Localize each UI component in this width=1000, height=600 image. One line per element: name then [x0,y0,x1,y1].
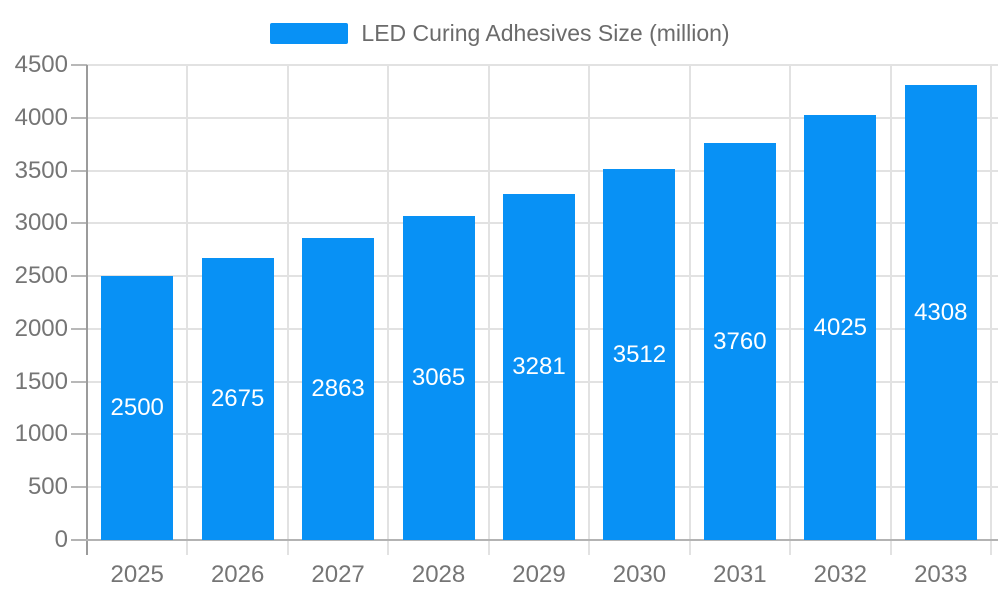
x-axis-label: 2025 [110,561,164,588]
bar-value-label: 3065 [411,364,466,392]
y-gridline [87,64,998,66]
bar-value-label: 4308 [914,298,968,326]
y-axis-tick [71,275,87,278]
y-axis-tick [71,327,87,330]
y-gridline [87,116,998,119]
y-axis-label: 500 [27,473,68,501]
y-axis-tick [71,486,87,489]
x-axis-label: 2027 [311,561,365,588]
y-axis-tick [71,169,87,172]
x-gridline [889,65,892,555]
x-axis-label: 2032 [813,561,868,588]
y-axis-label: 4500 [14,51,68,78]
bar-value-label: 2675 [210,384,265,412]
bar-2026 [201,257,274,540]
x-axis-label: 2029 [512,561,566,588]
y-axis-label: 0 [54,526,68,553]
bar-value-label: 3281 [512,352,566,380]
x-gridline [286,65,289,555]
y-axis-label: 3000 [14,209,68,237]
y-axis-label: 4000 [14,103,68,131]
x-axis-label: 2031 [713,561,767,588]
y-axis-label: 1500 [14,367,68,395]
x-gridline [588,65,591,555]
x-gridline [186,65,189,555]
y-axis-label: 2000 [14,314,68,342]
bar-value-label: 4025 [813,313,868,341]
bar-2025 [101,276,174,540]
y-axis-tick [71,64,87,66]
x-gridline [387,65,390,555]
y-axis-label: 1000 [14,420,68,448]
bar-2032 [804,115,877,540]
bar-value-label: 2500 [110,394,164,422]
y-axis-label: 3500 [14,156,68,184]
bar-value-label: 3760 [713,327,767,355]
bar-2031 [703,143,776,540]
x-axis-label: 2026 [210,561,265,588]
x-gridline [487,65,490,555]
y-gridline [87,169,998,172]
legend-swatch [270,22,349,44]
bar-2028 [402,216,475,540]
legend-item[interactable]: LED Curing Adhesives Size (million) [0,16,1000,50]
y-axis-tick [71,380,87,383]
legend-label: LED Curing Adhesives Size (million) [361,19,730,46]
x-gridline [990,65,992,555]
bar-value-label: 2863 [311,374,365,402]
y-axis-tick [71,116,87,119]
bar-2029 [503,193,575,540]
x-gridline [789,65,792,555]
bar-value-label: 3512 [612,340,667,368]
bar-2027 [302,237,375,540]
bar-2033 [904,85,977,540]
x-axis-label: 2033 [914,561,968,588]
x-gridline [688,65,691,555]
bar-2030 [603,169,676,540]
x-axis-label: 2030 [612,561,667,588]
y-axis-label: 2500 [14,262,68,290]
y-axis-tick [71,222,87,225]
y-axis-tick [71,433,87,436]
y-axis-line [86,65,88,555]
x-axis-label: 2028 [411,561,466,588]
x-axis-line [71,539,998,541]
